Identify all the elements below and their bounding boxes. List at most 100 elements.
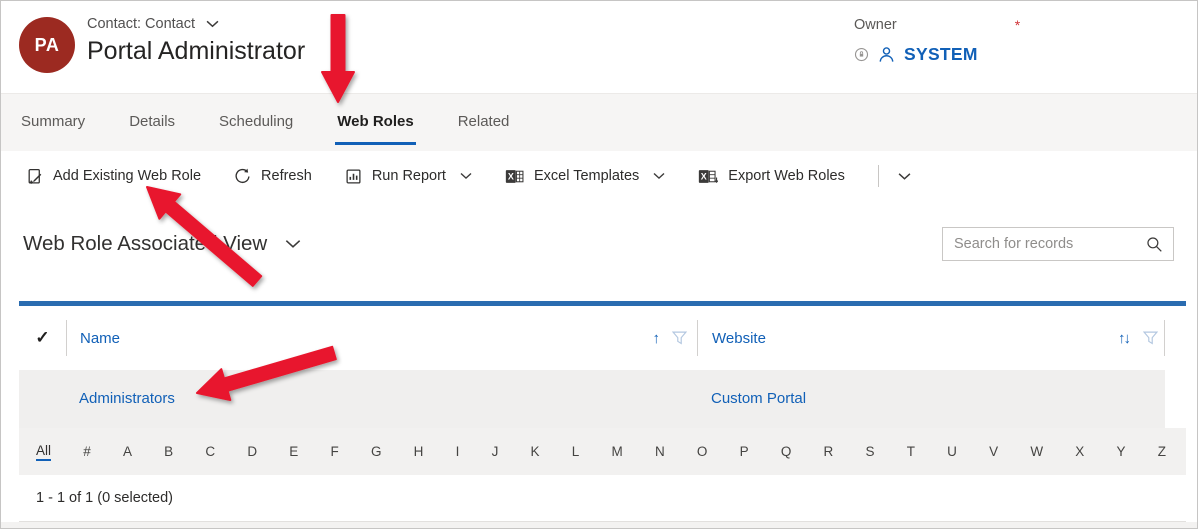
run-report-icon: [346, 168, 361, 184]
grid-header-row: ✓ Name ↑ Website ↑↓: [19, 306, 1186, 370]
grid-footer: 1 - 1 of 1 (0 selected): [19, 475, 1186, 522]
jump-letter-u[interactable]: U: [947, 444, 957, 459]
jump-letter-y[interactable]: Y: [1116, 444, 1126, 459]
magnifier-icon: [1147, 236, 1162, 252]
excel-icon: X: [505, 169, 524, 183]
person-icon: [879, 47, 894, 62]
search-box: [942, 227, 1174, 261]
column-divider: [66, 320, 67, 356]
svg-text:X: X: [508, 171, 514, 181]
required-marker: *: [1014, 17, 1021, 33]
command-overflow-button[interactable]: [898, 172, 911, 181]
jump-letter-all[interactable]: All: [36, 443, 52, 461]
jump-letter-l[interactable]: L: [571, 444, 580, 459]
search-input[interactable]: [943, 236, 1146, 252]
jump-letter-z[interactable]: Z: [1157, 444, 1166, 459]
owner-label: Owner: [854, 17, 897, 33]
record-count-status: 1 - 1 of 1 (0 selected): [36, 490, 174, 506]
jump-letter-c[interactable]: C: [205, 444, 216, 459]
command-label: Run Report: [371, 168, 446, 184]
table-row[interactable]: Administrators Custom Portal: [19, 370, 1165, 428]
export-web-roles-button[interactable]: X Export Web Roles: [698, 168, 845, 185]
refresh-button[interactable]: Refresh: [234, 168, 312, 185]
column-divider: [1164, 320, 1165, 356]
jump-letter-g[interactable]: G: [370, 444, 382, 459]
tab-scheduling[interactable]: Scheduling: [219, 113, 294, 130]
jump-letter-d[interactable]: D: [247, 444, 258, 459]
column-label: Website: [712, 329, 766, 347]
column-header-website[interactable]: Website ↑↓: [698, 330, 1164, 347]
jump-letter-x[interactable]: X: [1075, 444, 1085, 459]
jump-letter-w[interactable]: W: [1030, 444, 1044, 459]
sort-both-icon[interactable]: ↑↓: [1118, 329, 1131, 347]
record-header: PA Contact: Contact Portal Administrator…: [1, 1, 1197, 93]
web-roles-grid: ✓ Name ↑ Website ↑↓: [19, 301, 1186, 522]
lock-icon: [854, 47, 869, 62]
chevron-down-icon[interactable]: [206, 20, 219, 28]
view-title: Web Role Associated View: [23, 232, 268, 255]
command-bar-divider: [877, 165, 879, 187]
filter-funnel-icon[interactable]: [1143, 331, 1158, 345]
chevron-down-icon: [653, 172, 665, 180]
excel-templates-button[interactable]: X Excel Templates: [505, 168, 665, 185]
command-label: Export Web Roles: [728, 168, 845, 184]
custom-portal-link[interactable]: Custom Portal: [711, 390, 807, 407]
command-label: Excel Templates: [533, 168, 640, 184]
excel-export-icon: X: [699, 169, 719, 183]
title-block: Contact: Contact Portal Administrator: [87, 16, 305, 66]
jump-letter-p[interactable]: P: [739, 444, 749, 459]
jump-letter-e[interactable]: E: [289, 444, 299, 459]
grid-top-accent-bar: [19, 301, 1186, 306]
tab-summary[interactable]: Summary: [21, 113, 86, 130]
jump-letter-h[interactable]: H: [413, 444, 424, 459]
tab-details[interactable]: Details: [129, 113, 176, 130]
jump-letter-j[interactable]: J: [491, 444, 499, 459]
jump-letter-v[interactable]: V: [989, 444, 999, 459]
row-name-cell: Administrators: [66, 390, 697, 408]
run-report-button[interactable]: Run Report: [345, 168, 472, 185]
jump-letter-#[interactable]: #: [83, 444, 91, 459]
svg-text:X: X: [701, 171, 707, 181]
column-header-name[interactable]: Name ↑: [67, 330, 697, 347]
view-row: Web Role Associated View: [1, 201, 1197, 301]
row-website-cell: Custom Portal: [697, 390, 1165, 408]
column-label: Name: [80, 329, 121, 347]
jump-letter-k[interactable]: K: [530, 444, 540, 459]
avatar: PA: [19, 17, 75, 73]
command-label: Refresh: [261, 168, 312, 184]
chevron-down-icon: [898, 172, 911, 180]
jump-letter-a[interactable]: A: [122, 444, 132, 459]
sort-ascending-icon[interactable]: ↑: [652, 329, 660, 347]
command-label: Add Existing Web Role: [53, 168, 202, 184]
search-button[interactable]: [1146, 236, 1173, 253]
jump-letter-o[interactable]: O: [696, 444, 708, 459]
page-title: Portal Administrator: [87, 37, 306, 65]
add-existing-icon: [28, 168, 42, 184]
owner-value-link[interactable]: SYSTEM: [904, 44, 978, 64]
tab-strip: Summary Details Scheduling Web Roles Rel…: [1, 93, 1197, 151]
tab-related[interactable]: Related: [457, 113, 510, 130]
jump-letter-s[interactable]: S: [865, 444, 875, 459]
add-existing-web-role-button[interactable]: Add Existing Web Role: [26, 168, 201, 185]
checkmark-icon: ✓: [35, 328, 50, 347]
select-all-checkbox[interactable]: ✓: [19, 328, 66, 348]
chevron-down-icon: [460, 172, 472, 180]
jump-letter-m[interactable]: M: [611, 444, 623, 459]
tab-web-roles[interactable]: Web Roles: [335, 99, 416, 145]
record-type-label: Contact: Contact: [87, 16, 195, 32]
administrators-link[interactable]: Administrators: [79, 390, 175, 407]
jump-letter-t[interactable]: T: [906, 444, 915, 459]
view-selector[interactable]: Web Role Associated View: [23, 232, 301, 256]
chevron-down-icon[interactable]: [285, 239, 301, 249]
jump-letter-b[interactable]: B: [164, 444, 174, 459]
filter-funnel-icon[interactable]: [672, 331, 687, 345]
jump-letter-q[interactable]: Q: [780, 444, 792, 459]
jump-letter-i[interactable]: I: [455, 444, 460, 459]
column-divider: [697, 320, 698, 356]
jump-letter-f[interactable]: F: [330, 444, 339, 459]
refresh-icon: [235, 168, 250, 183]
record-type-selector[interactable]: Contact: Contact: [87, 16, 305, 32]
jump-letter-r[interactable]: R: [823, 444, 834, 459]
jump-letter-n[interactable]: N: [654, 444, 665, 459]
